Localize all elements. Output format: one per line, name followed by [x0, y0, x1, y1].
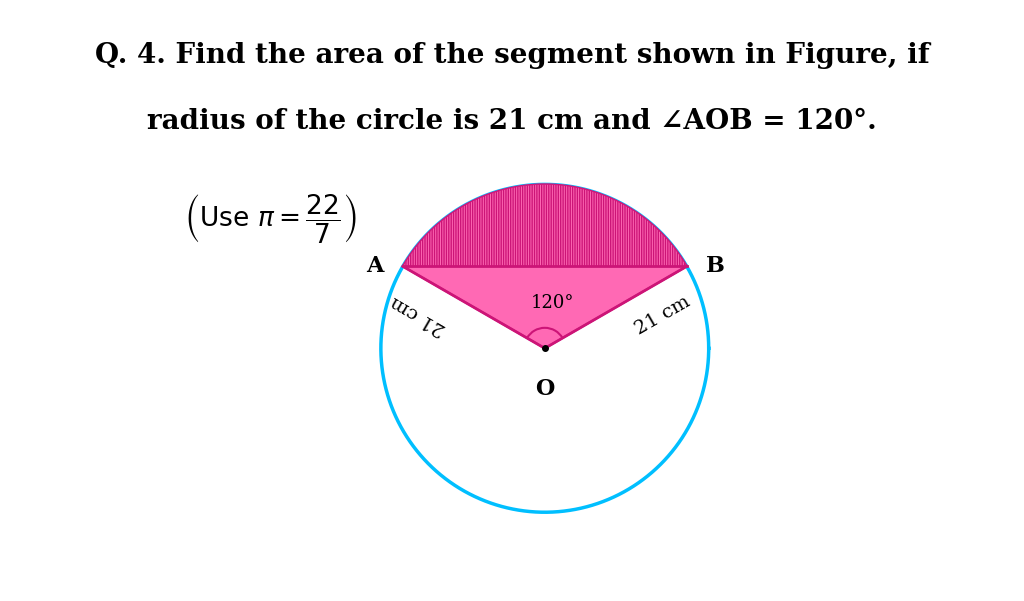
Polygon shape [402, 185, 687, 349]
Text: 120°: 120° [531, 294, 574, 313]
Polygon shape [402, 185, 687, 266]
Text: B: B [707, 255, 725, 277]
Text: $\left(\mathrm{Use}\ \pi = \dfrac{22}{7}\right)$: $\left(\mathrm{Use}\ \pi = \dfrac{22}{7}… [184, 192, 357, 245]
Text: radius of the circle is 21 cm and ∠AOB = 120°.: radius of the circle is 21 cm and ∠AOB =… [147, 108, 877, 135]
Text: A: A [366, 255, 383, 277]
Polygon shape [402, 185, 687, 349]
Text: Q. 4. Find the area of the segment shown in Figure, if: Q. 4. Find the area of the segment shown… [94, 42, 930, 69]
Text: O: O [536, 378, 554, 400]
Text: 21 cm: 21 cm [632, 293, 693, 338]
Text: 21 cm: 21 cm [388, 293, 450, 338]
